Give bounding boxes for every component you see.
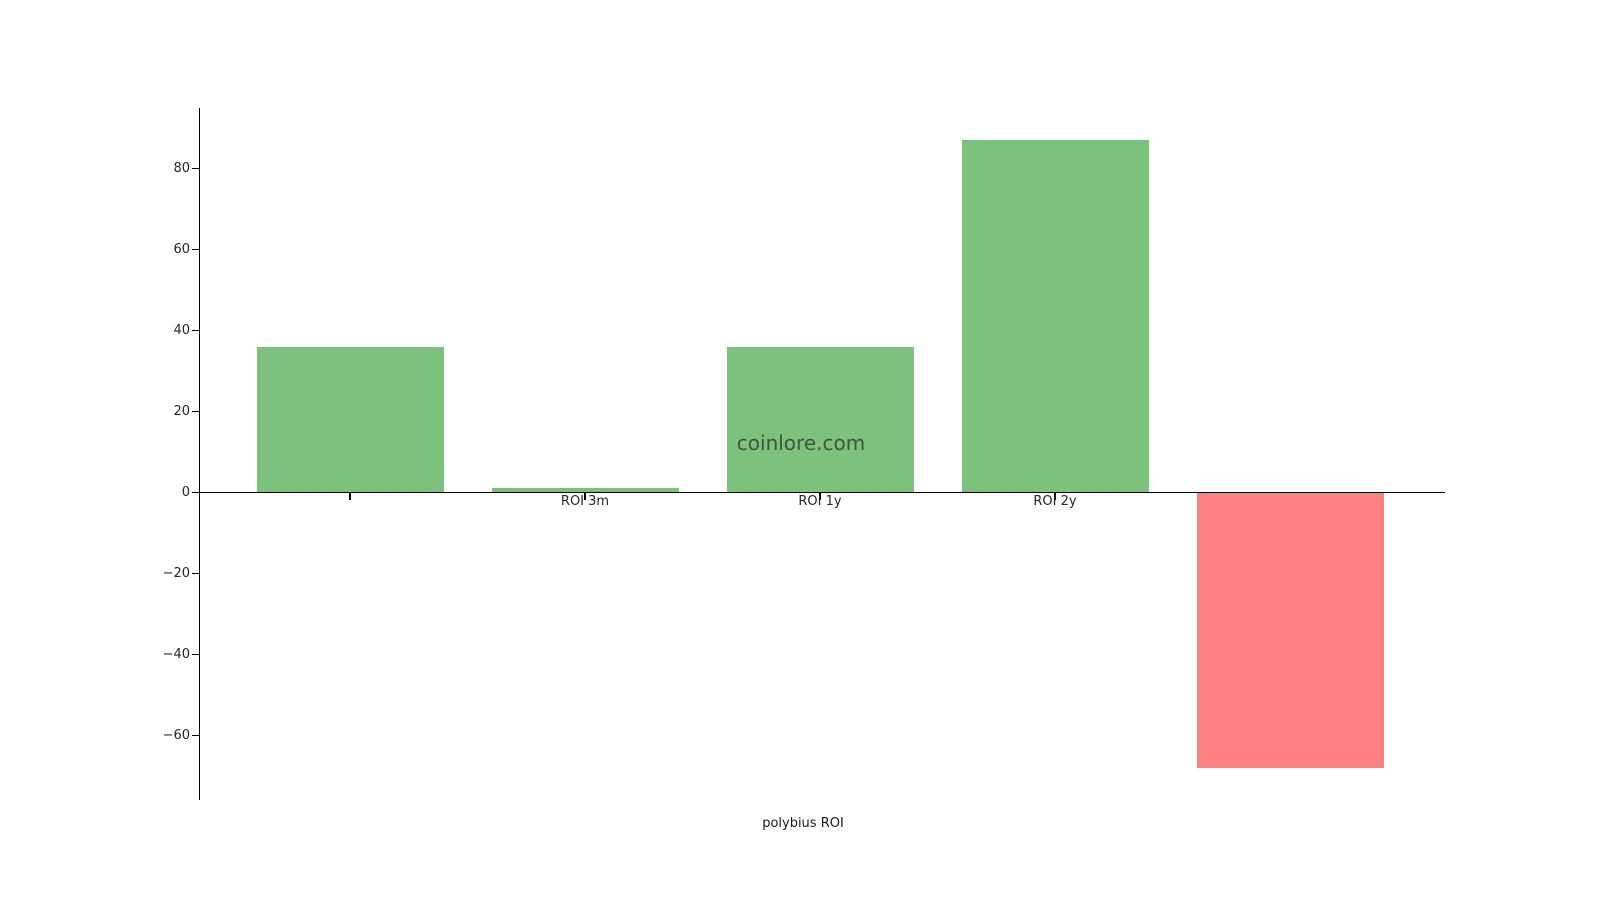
bar	[256, 346, 444, 493]
x-axis-line	[198, 491, 1445, 494]
y-tick-label: 0	[181, 484, 190, 500]
y-tick-label: −20	[162, 565, 190, 581]
y-tick-mark	[192, 410, 199, 413]
y-tick-label: 60	[173, 241, 190, 257]
x-tick-label: ROI 1y	[798, 494, 842, 509]
x-tick-label: ROI 3m	[560, 494, 610, 509]
y-tick-mark	[192, 734, 199, 737]
bar	[491, 488, 679, 493]
y-tick-label: −40	[162, 646, 190, 662]
y-tick-label: −60	[162, 727, 190, 743]
bar	[961, 140, 1149, 493]
x-tick-label: ROI 2y	[1033, 494, 1077, 509]
y-tick-mark	[192, 572, 199, 575]
x-tick-mark	[1054, 492, 1056, 500]
y-axis-line	[198, 108, 200, 800]
x-tick-mark	[349, 492, 351, 500]
y-tick-mark	[192, 329, 199, 332]
watermark: coinlore.com	[736, 431, 866, 455]
y-tick-mark	[192, 167, 199, 170]
x-tick-mark	[584, 492, 586, 500]
y-tick-label: 80	[173, 160, 190, 176]
y-tick-label: 40	[173, 322, 190, 338]
y-tick-label: 20	[173, 403, 190, 419]
y-tick-mark	[192, 653, 199, 656]
bar	[1196, 492, 1384, 768]
y-tick-mark	[192, 248, 199, 251]
x-tick-mark	[819, 492, 821, 500]
x-axis-title: polybius ROI	[762, 816, 844, 831]
bar	[726, 346, 914, 493]
y-tick-mark	[192, 491, 199, 494]
